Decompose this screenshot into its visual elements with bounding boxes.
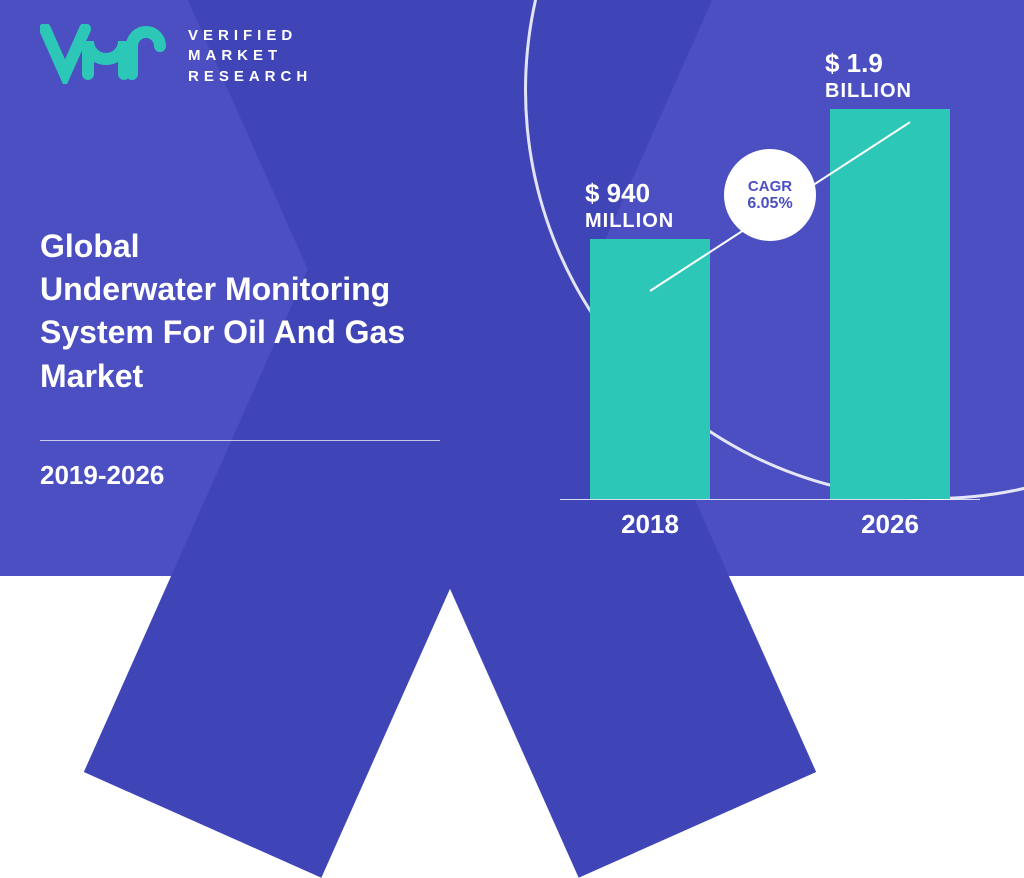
- logo-text: VERIFIED MARKET RESEARCH: [188, 26, 312, 87]
- logo-text-line1: VERIFIED: [188, 26, 312, 46]
- bar-2026-label: 2026: [830, 509, 950, 540]
- market-size-chart: $ 940 MILLION 2018 $ 1.9 BILLION 2026 CA…: [560, 20, 990, 500]
- divider: [40, 440, 440, 441]
- headline-line2: Underwater Monitoring: [40, 268, 510, 311]
- x-axis: [560, 499, 980, 500]
- bar-2026-unit: BILLION: [825, 79, 965, 103]
- headline-line1: Global: [40, 225, 510, 268]
- headline-line4: Market: [40, 355, 510, 398]
- bar-2026: [830, 109, 950, 499]
- bar-2018-unit: MILLION: [585, 209, 725, 233]
- page-title: Global Underwater Monitoring System For …: [40, 225, 510, 398]
- cagr-value: 6.05%: [747, 195, 792, 213]
- bar-2018: [590, 239, 710, 499]
- cagr-label: CAGR: [748, 178, 792, 195]
- logo-text-line2: MARKET: [188, 46, 312, 66]
- logo-text-line3: RESEARCH: [188, 67, 312, 87]
- headline-line3: System For Oil And Gas: [40, 311, 510, 354]
- bar-2026-value: $ 1.9 BILLION: [825, 48, 965, 103]
- logo-mark-icon: [40, 24, 170, 89]
- year-range: 2019-2026: [40, 460, 164, 491]
- cagr-badge: CAGR 6.05%: [724, 149, 816, 241]
- bar-2018-amount: $ 940: [585, 178, 725, 209]
- bar-2018-label: 2018: [590, 509, 710, 540]
- logo: VERIFIED MARKET RESEARCH: [40, 24, 312, 89]
- infographic-canvas: VERIFIED MARKET RESEARCH Global Underwat…: [0, 0, 1024, 576]
- bar-2018-value: $ 940 MILLION: [585, 178, 725, 233]
- bar-2026-amount: $ 1.9: [825, 48, 965, 79]
